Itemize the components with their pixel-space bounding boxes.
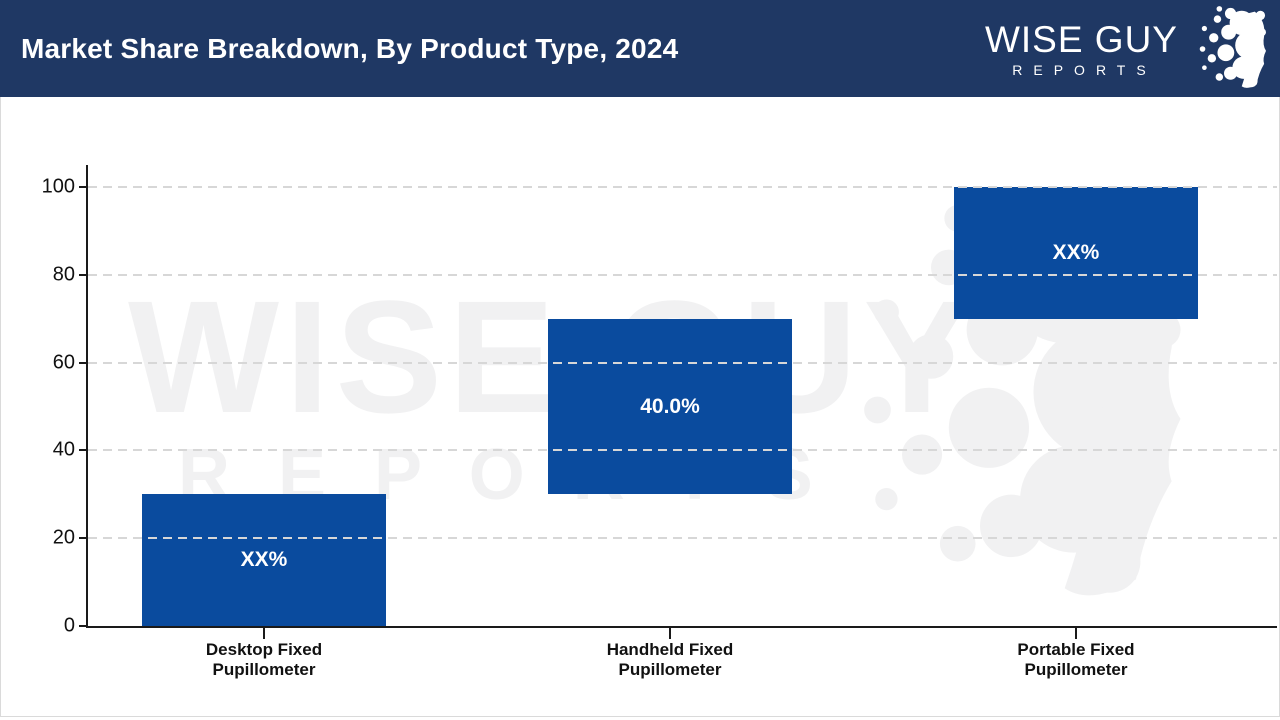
gridline	[88, 537, 1277, 540]
logo-text: WISE GUY REPORTS	[985, 21, 1178, 77]
gridline	[88, 273, 1277, 276]
gridline	[88, 361, 1277, 364]
bar-value-label: XX%	[240, 548, 288, 572]
y-tick-label: 60	[52, 351, 75, 374]
y-axis-line	[86, 165, 88, 628]
y-tick-mark	[79, 537, 86, 540]
y-tick-label: 0	[63, 614, 75, 637]
bar-value-label: XX%	[1052, 240, 1100, 264]
logo-subtitle: REPORTS	[1012, 61, 1157, 78]
bar-segment	[142, 494, 386, 626]
y-tick-mark	[79, 449, 86, 452]
gridline	[88, 449, 1277, 452]
header-band: Market Share Breakdown, By Product Type,…	[0, 0, 1280, 97]
y-tick-mark	[79, 625, 86, 627]
x-category-label: Portable Fixed Pupillometer	[1017, 640, 1135, 679]
y-tick-label: 40	[52, 438, 75, 461]
logo-face-icon	[1199, 5, 1266, 88]
x-category-label: Handheld Fixed Pupillometer	[606, 640, 734, 679]
logo-name: WISE GUY	[984, 18, 1178, 60]
wise-guy-reports-logo: WISE GUY REPORTS	[985, 0, 1266, 97]
y-tick-label: 80	[52, 263, 75, 286]
x-axis-line	[86, 626, 1277, 628]
gridline	[88, 186, 1277, 188]
y-tick-mark	[79, 186, 86, 188]
x-tick-mark	[263, 628, 265, 639]
x-tick-mark	[1075, 628, 1077, 639]
x-tick-mark	[669, 628, 671, 639]
bar-value-label: 40.0%	[640, 394, 700, 418]
y-tick-mark	[79, 273, 86, 276]
y-tick-mark	[79, 361, 86, 364]
bar-segment	[548, 318, 792, 495]
x-category-label: Desktop Fixed Pupillometer	[205, 640, 323, 679]
bar-segment	[954, 187, 1198, 319]
y-tick-label: 100	[41, 175, 75, 198]
chart-title: Market Share Breakdown, By Product Type,…	[21, 32, 679, 64]
y-tick-label: 20	[52, 526, 75, 549]
